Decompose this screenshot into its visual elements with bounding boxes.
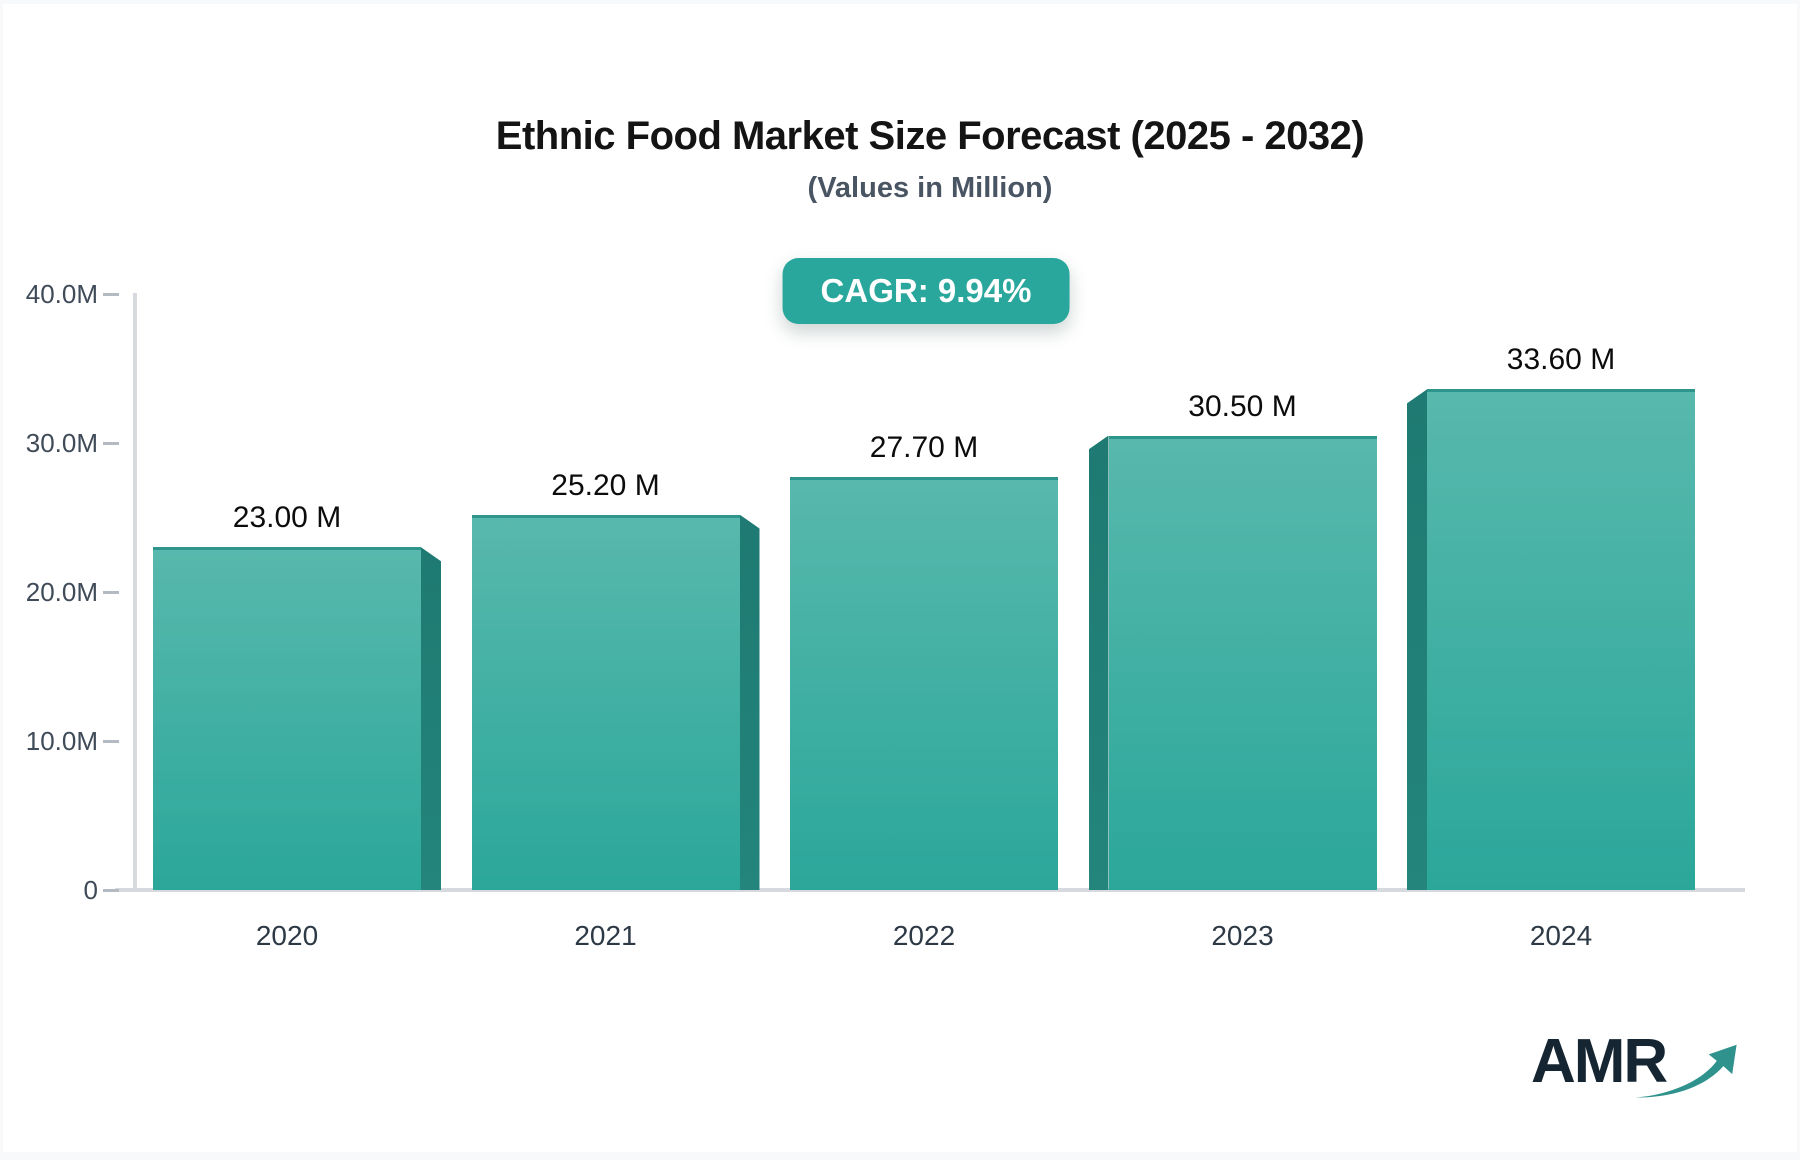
x-axis-label-2024: 2024: [1529, 920, 1593, 951]
bar-3d-side-panel-2020: [421, 547, 441, 890]
bar-2024: [1427, 389, 1695, 890]
y-axis-line: [133, 293, 137, 892]
y-axis-tick-label: 0: [83, 875, 98, 905]
y-axis-tick-label: 30.0M: [25, 428, 98, 458]
chart-title: Ethnic Food Market Size Forecast (2025 -…: [495, 114, 1365, 158]
bar-2023: [1108, 435, 1377, 890]
bar-2022: [790, 477, 1058, 890]
amr-logo-text: AMR: [1531, 1027, 1668, 1096]
amr-logo: AMR: [1531, 1026, 1737, 1116]
y-axis-tick-label: 40.0M: [25, 279, 98, 309]
y-axis-tick: [103, 590, 119, 594]
x-axis-label-2023: 2023: [1211, 920, 1274, 951]
chart-subtitle: (Values in Million): [807, 172, 1053, 204]
x-axis-label-2021: 2021: [574, 920, 637, 951]
bar-chart-plot-area: 0 10.0M 20.0M 30.0M 40.0M 23.00 M 2020 25.20 M 2…: [3, 4, 1800, 1160]
cagr-badge: CAGR: 9.94%: [782, 258, 1070, 324]
bar-2021: [471, 514, 740, 890]
y-axis-tick: [103, 292, 119, 296]
bar-value-label-2024: 33.60 M: [1506, 343, 1616, 377]
bar-value-label-2021: 25.20 M: [551, 468, 660, 502]
growth-arrow-icon: [1635, 1044, 1737, 1098]
y-axis-tick: [103, 888, 119, 892]
bar-value-label-2023: 30.50 M: [1188, 389, 1297, 423]
bar-value-label-2020: 23.00 M: [232, 501, 342, 535]
bar-3d-side-panel-2021: [739, 514, 760, 890]
x-axis-line: [115, 888, 1745, 892]
y-axis-tick-label: 10.0M: [25, 726, 98, 756]
y-axis-tick-label: 20.0M: [25, 577, 98, 607]
y-axis-tick: [103, 739, 119, 743]
bar-3d-side-panel-2023: [1088, 435, 1109, 890]
chart-card: Ethnic Food Market Size Forecast (2025 -…: [3, 4, 1797, 1152]
bar-2020: [153, 547, 421, 890]
x-axis-label-2020: 2020: [255, 920, 319, 951]
x-axis-label-2022: 2022: [892, 920, 956, 951]
bar-3d-side-panel-2024: [1407, 389, 1427, 890]
bar-value-label-2022: 27.70 M: [869, 431, 979, 465]
y-axis-tick: [103, 441, 119, 445]
